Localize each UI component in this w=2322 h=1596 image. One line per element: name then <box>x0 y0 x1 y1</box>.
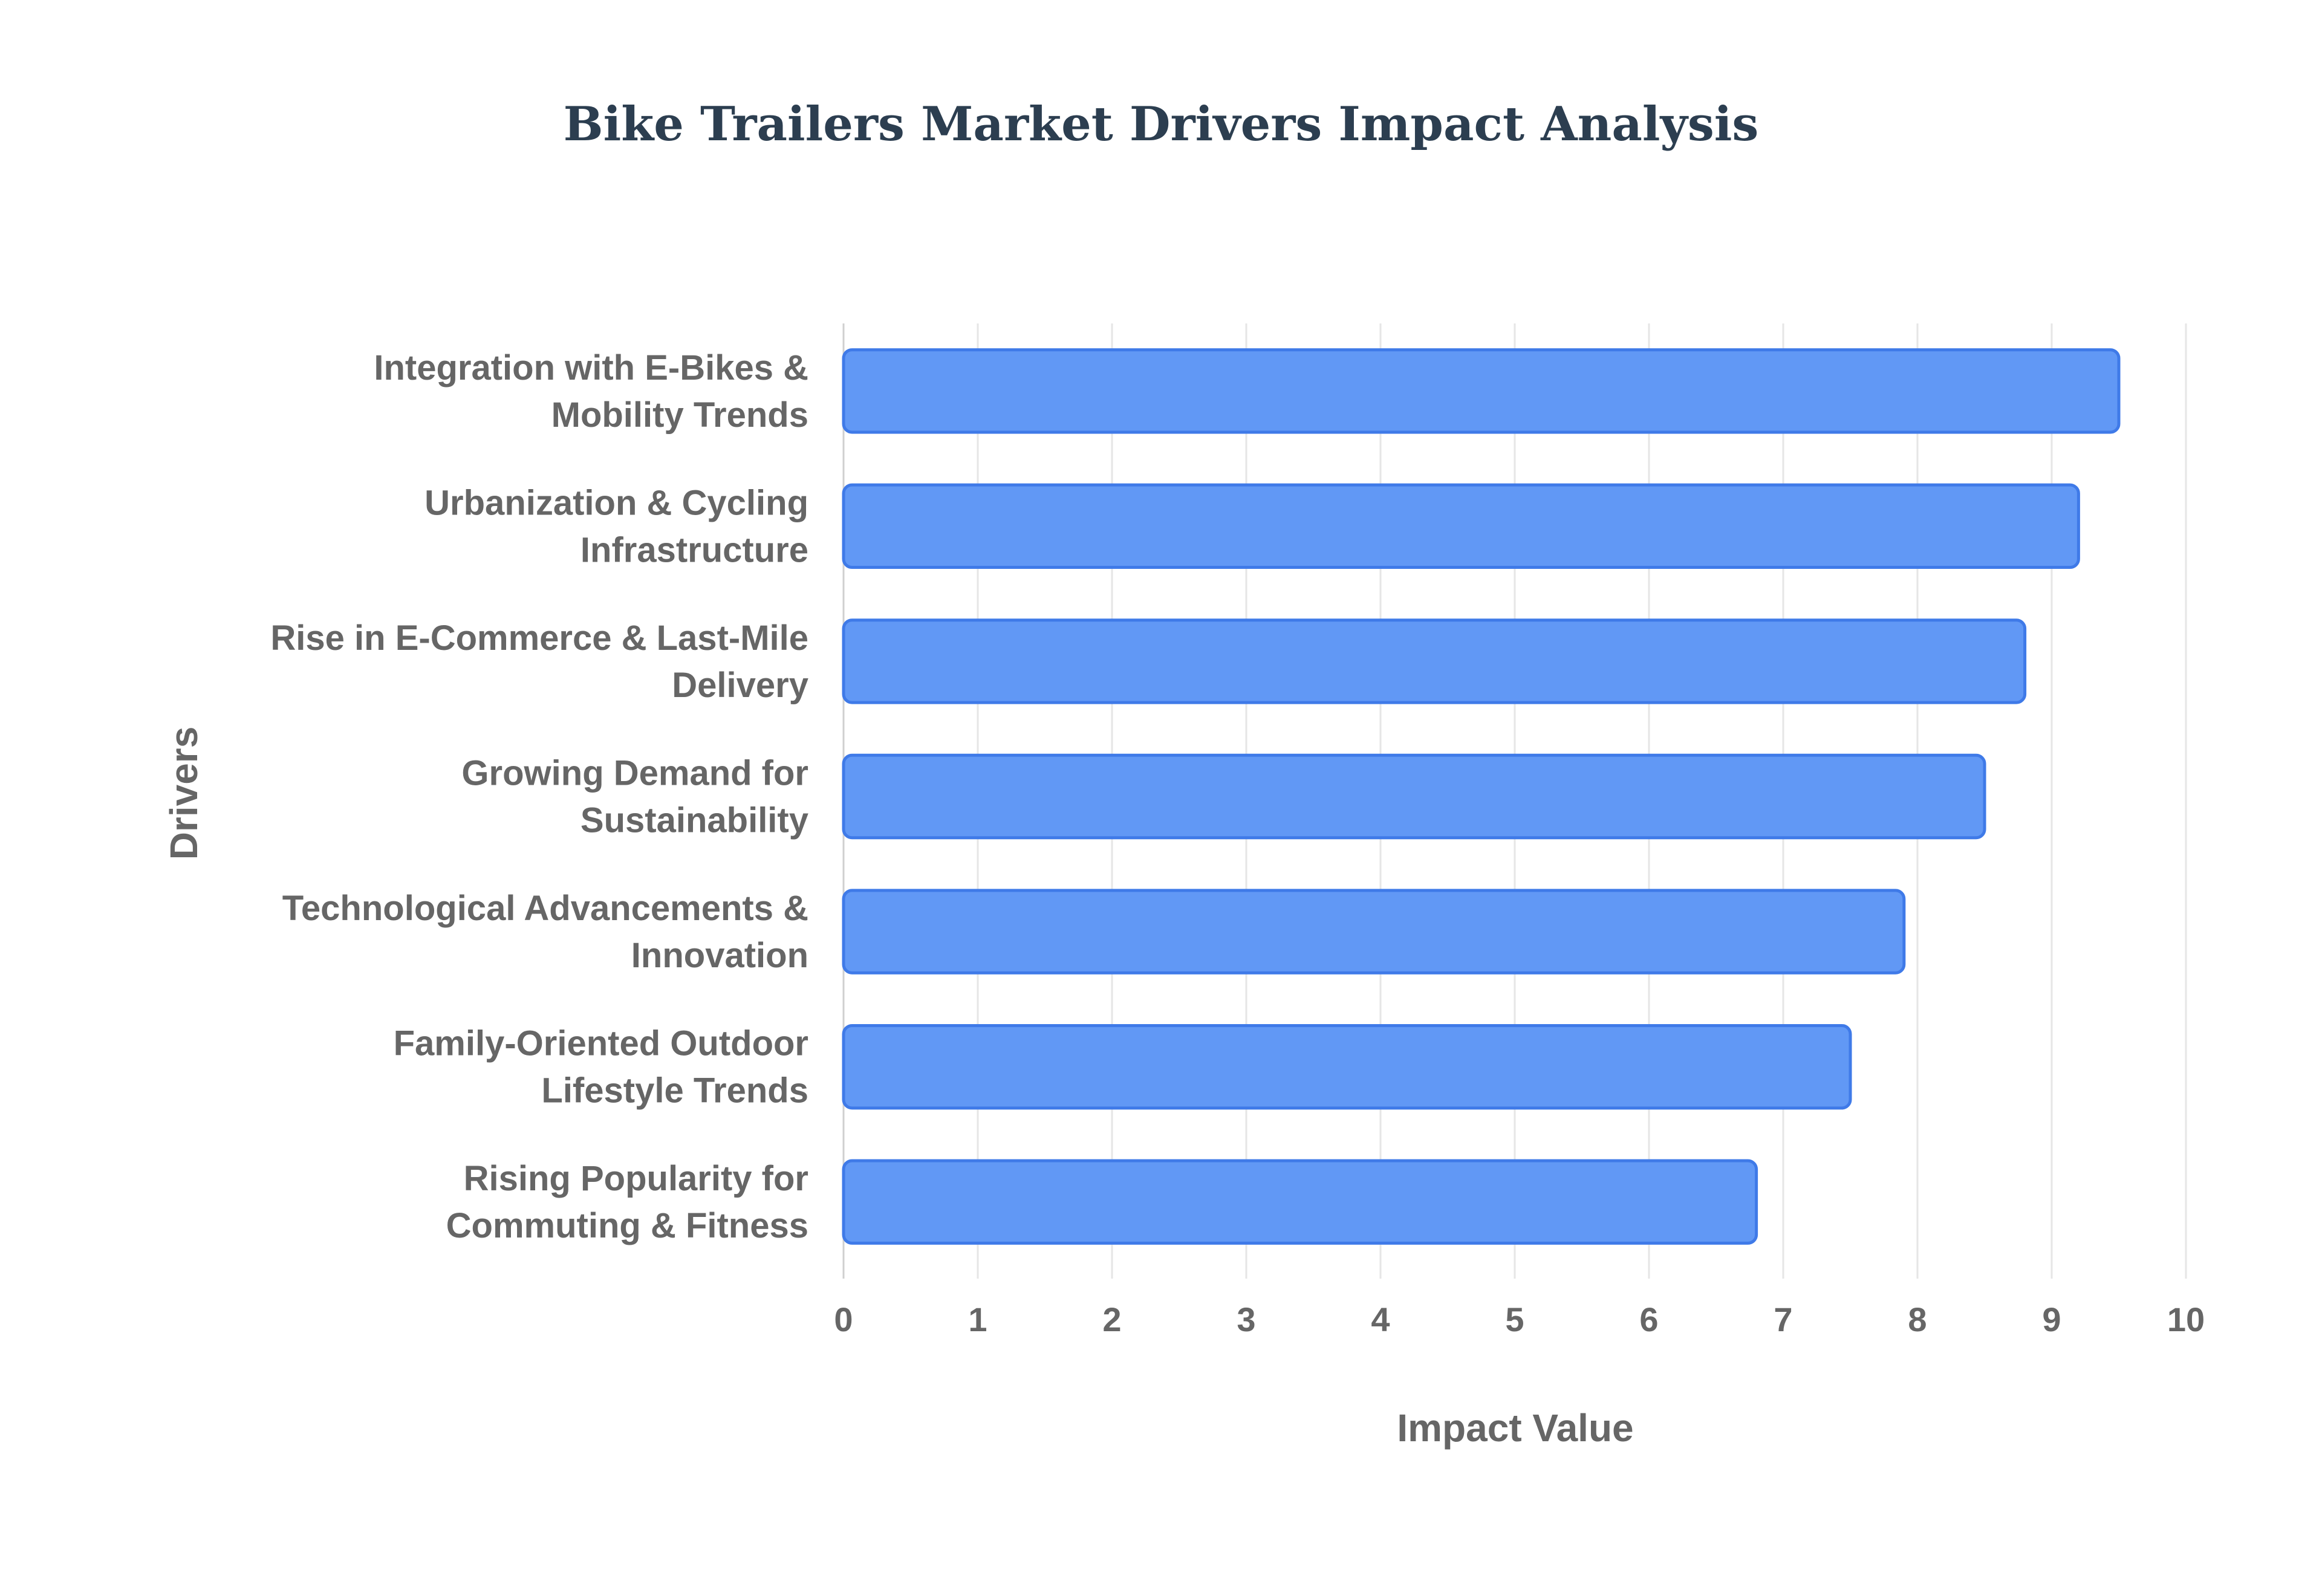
bar <box>842 483 2080 569</box>
category-label-line: Delivery <box>672 666 808 705</box>
category-label-line: Infrastructure <box>580 530 808 569</box>
x-tick-label: 10 <box>2167 1300 2205 1338</box>
bar <box>842 753 1986 840</box>
category-label: Integration with E-Bikes & Mobility Trend… <box>374 348 808 435</box>
x-tick-label: 7 <box>1774 1300 1792 1338</box>
category-label-line: Rise in E-Commerce & Last-Mile <box>270 618 808 658</box>
x-tick-labels: 0 1 2 3 4 5 6 7 8 9 10 <box>834 1300 2205 1338</box>
x-tick-label: 2 <box>1102 1300 1121 1338</box>
category-label-line: Family-Oriented Outdoor <box>394 1024 808 1063</box>
category-label-line: Mobility Trends <box>551 395 808 435</box>
category-label-line: Lifestyle Trends <box>541 1071 808 1111</box>
x-tick-label: 9 <box>2042 1300 2061 1338</box>
bar <box>842 618 2027 704</box>
category-label-line: Innovation <box>631 936 808 975</box>
x-tick-label: 5 <box>1505 1300 1524 1338</box>
x-tick-label: 0 <box>834 1300 853 1338</box>
category-label-line: Urbanization & Cycling <box>424 483 808 522</box>
category-label-line: Integration with E-Bikes & <box>374 348 808 388</box>
x-axis-title: Impact Value <box>1397 1406 1633 1450</box>
bars <box>842 348 2121 1245</box>
x-tick-label: 1 <box>968 1300 987 1338</box>
y-axis-title: Drivers <box>162 727 206 860</box>
chart-title: Bike Trailers Market Drivers Impact Anal… <box>564 97 1759 152</box>
bar <box>842 1023 1852 1110</box>
category-labels: Integration with E-Bikes & Mobility Trend… <box>270 348 808 1245</box>
category-label-line: Rising Popularity for <box>464 1159 808 1198</box>
x-tick-label: 4 <box>1371 1300 1390 1338</box>
category-label-line: Technological Advancements & <box>282 889 808 928</box>
category-label: Family-Oriented Outdoor Lifestyle Trends <box>394 1024 808 1111</box>
category-label-line: Sustainability <box>580 801 808 840</box>
bar <box>842 348 2121 434</box>
category-label: Technological Advancements & Innovation <box>282 889 808 975</box>
category-label: Urbanization & Cycling Infrastructure <box>424 483 808 569</box>
bar <box>842 889 1906 975</box>
x-tick-label: 8 <box>1908 1300 1927 1338</box>
category-label: Growing Demand for Sustainability <box>461 754 808 840</box>
x-tick-label: 6 <box>1639 1300 1658 1338</box>
category-label-line: Commuting & Fitness <box>446 1206 808 1245</box>
bar <box>842 1159 1758 1245</box>
category-label-line: Growing Demand for <box>461 754 808 793</box>
category-label: Rising Popularity for Commuting & Fitness <box>446 1159 808 1245</box>
category-label: Rise in E-Commerce & Last-Mile Delivery <box>270 618 808 705</box>
x-tick-label: 3 <box>1237 1300 1255 1338</box>
